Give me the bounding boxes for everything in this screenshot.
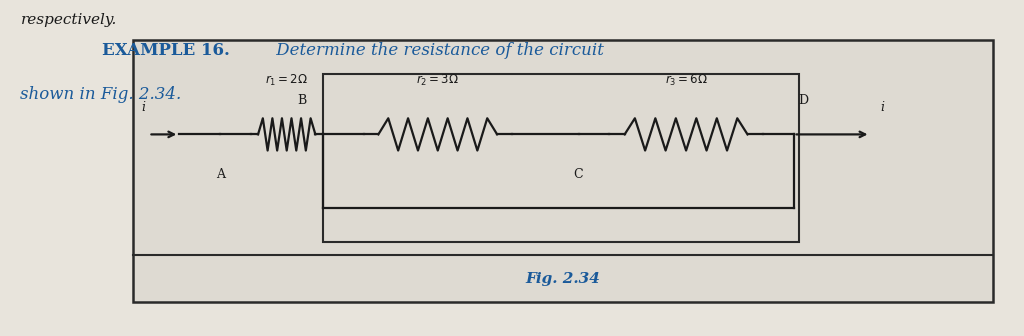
Text: i: i (881, 101, 885, 114)
Text: $r_3=6\Omega$: $r_3=6\Omega$ (665, 73, 708, 88)
Text: $r_1=2\Omega$: $r_1=2\Omega$ (265, 73, 308, 88)
Text: respectively.: respectively. (20, 13, 117, 28)
Text: i: i (141, 101, 145, 114)
Bar (133, 40, 993, 302)
Text: D: D (799, 94, 809, 107)
Text: C: C (573, 168, 584, 181)
Text: B: B (297, 94, 307, 107)
Text: Determine the resistance of the circuit: Determine the resistance of the circuit (271, 42, 604, 59)
Text: Fig. 2.34: Fig. 2.34 (525, 272, 601, 286)
Bar (323, 74, 799, 242)
Text: $r_2=3\Omega$: $r_2=3\Omega$ (417, 73, 459, 88)
Text: EXAMPLE 16.: EXAMPLE 16. (102, 42, 230, 59)
Text: A: A (216, 168, 224, 181)
Text: shown in Fig. 2.34.: shown in Fig. 2.34. (20, 86, 181, 102)
